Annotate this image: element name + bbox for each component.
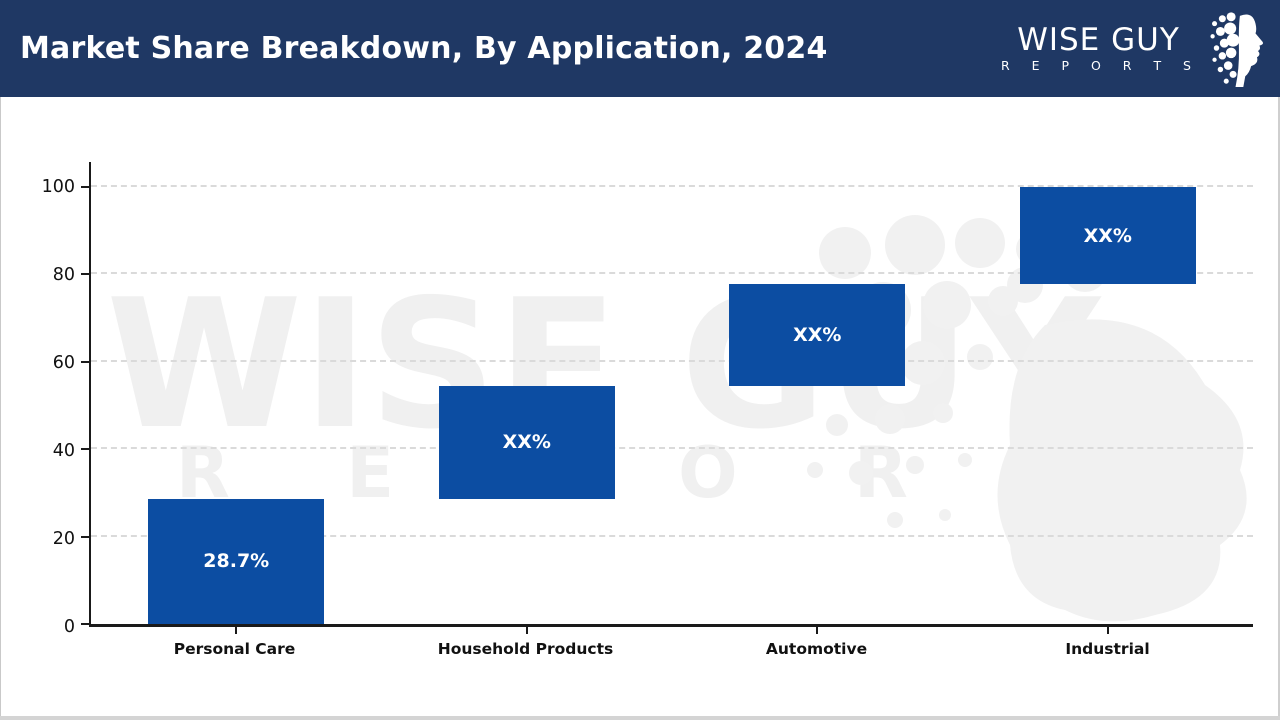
- gridline-100: [91, 184, 1253, 187]
- brand-wordmark: WISE GUY: [1017, 21, 1180, 58]
- bar-value-label: XX%: [502, 431, 551, 454]
- y-tick-label-60: 60: [52, 352, 75, 373]
- bar-value-label: XX%: [793, 324, 842, 347]
- page-border-bottom: [0, 716, 1280, 720]
- bar-industrial: XX%: [1019, 186, 1196, 285]
- bar-value-label: XX%: [1083, 224, 1132, 247]
- x-category-label: Automotive: [765, 640, 868, 658]
- y-axis-labels: 0 20 40 60 80 100: [0, 162, 75, 635]
- x-axis-labels: Personal Care Household Products Automotiv…: [89, 640, 1253, 664]
- gridline-80: [91, 272, 1253, 275]
- bar-household-products: XX%: [438, 385, 615, 499]
- x-tick-1: [525, 627, 528, 634]
- page-title: Market Share Breakdown, By Application, …: [20, 31, 828, 66]
- gridline-20: [91, 534, 1253, 537]
- x-tick-3: [1106, 627, 1109, 634]
- plot-area: 28.7% XX% XX% XX%: [81, 162, 1253, 634]
- y-tick-label-40: 40: [52, 440, 75, 461]
- y-tick-60: [81, 360, 89, 363]
- page-border-right: [1278, 97, 1280, 717]
- x-tick-2: [816, 627, 819, 634]
- y-tick-label-20: 20: [52, 528, 75, 549]
- gridline-40: [91, 447, 1253, 450]
- brand-logo-text: WISE GUY R E P O R T S: [997, 24, 1200, 74]
- y-tick-0: [81, 623, 89, 625]
- logo-head-icon: [1210, 11, 1263, 87]
- y-tick-40: [81, 448, 89, 451]
- x-category-label: Industrial: [1065, 640, 1150, 658]
- y-tick-label-80: 80: [52, 264, 75, 285]
- brand-wordmark-sub: R E P O R T S: [1000, 58, 1200, 74]
- header: Market Share Breakdown, By Application, …: [0, 0, 1280, 97]
- y-tick-20: [81, 535, 89, 538]
- y-tick-100: [81, 185, 89, 188]
- y-tick-label-0: 0: [63, 616, 75, 637]
- bar-personal-care: 28.7%: [148, 498, 325, 624]
- bar-automotive: XX%: [729, 284, 906, 386]
- y-tick-label-100: 100: [41, 176, 75, 197]
- page-border-left: [0, 97, 1, 717]
- bar-value-label: 28.7%: [203, 550, 270, 573]
- x-tick-0: [235, 627, 238, 634]
- gridline-60: [91, 359, 1253, 362]
- x-category-label: Household Products: [437, 640, 614, 658]
- y-tick-80: [81, 273, 89, 276]
- x-category-label: Personal Care: [173, 640, 296, 658]
- brand-logo: WISE GUY R E P O R T S: [997, 10, 1266, 88]
